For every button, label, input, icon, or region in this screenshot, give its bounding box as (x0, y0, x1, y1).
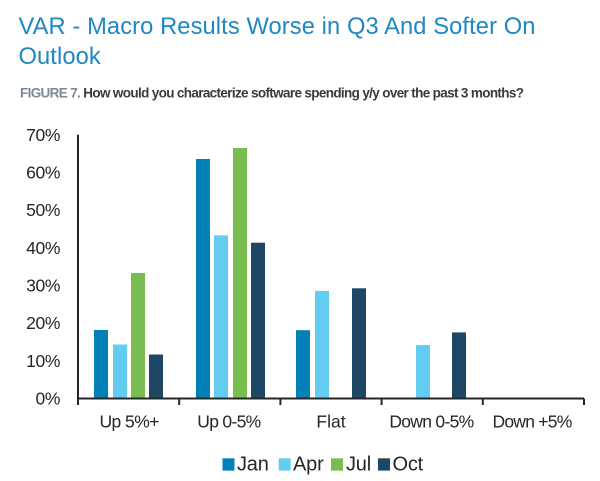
svg-text:Outlook: Outlook (19, 44, 101, 70)
svg-text:20%: 20% (26, 313, 60, 333)
svg-text:Down +5%: Down +5% (492, 412, 571, 432)
svg-text:Jul: Jul (346, 454, 371, 476)
svg-text:30%: 30% (26, 276, 60, 296)
svg-text:Flat: Flat (316, 412, 345, 432)
svg-text:FIGURE 7. How would you charac: FIGURE 7. How would you characterize sof… (20, 86, 524, 101)
svg-text:40%: 40% (26, 238, 60, 258)
svg-text:10%: 10% (26, 351, 60, 371)
svg-text:60%: 60% (26, 162, 60, 182)
svg-text:Jan: Jan (237, 454, 269, 476)
svg-text:0%: 0% (36, 389, 61, 409)
svg-text:Oct: Oct (393, 454, 424, 476)
svg-text:50%: 50% (26, 200, 60, 220)
svg-text:Up 0-5%: Up 0-5% (197, 412, 260, 432)
svg-text:Down 0-5%: Down 0-5% (389, 412, 473, 432)
svg-text:Up 5%+: Up 5%+ (99, 412, 159, 432)
svg-text:70%: 70% (26, 125, 60, 145)
svg-text:VAR - Macro Results Worse in Q: VAR - Macro Results Worse in Q3 And Soft… (19, 14, 536, 40)
svg-text:Apr: Apr (293, 454, 324, 476)
